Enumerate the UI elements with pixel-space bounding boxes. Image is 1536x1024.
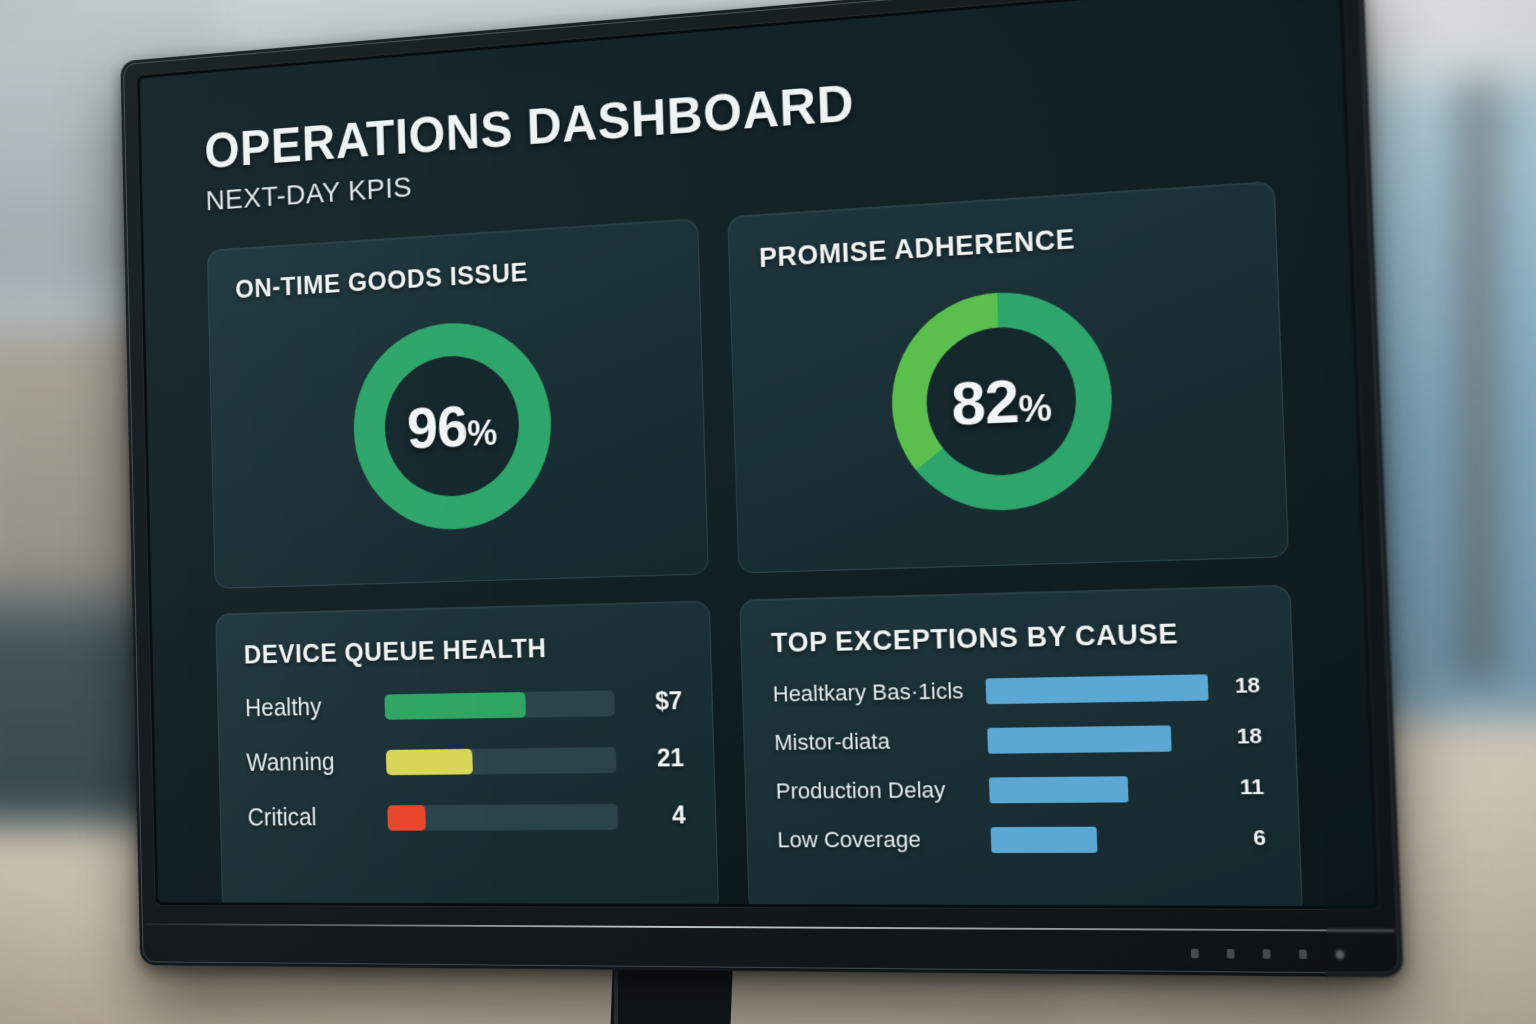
exception-row: Production Delay 11: [775, 774, 1264, 805]
osd-input-button[interactable]: [1298, 949, 1307, 960]
kpi-grid: ON-TIME GOODS ISSUE 96%: [206, 180, 1304, 906]
card-promise-adherence[interactable]: PROMISE ADHERENCE 82%: [727, 180, 1290, 574]
monitor-stand-highlight: [614, 938, 618, 1024]
card-top-exceptions-by-cause[interactable]: TOP EXCEPTIONS BY CAUSE Healtkary Bas·1i…: [739, 584, 1304, 906]
exception-bar: [990, 826, 1098, 853]
donut-center: 96%: [383, 352, 521, 499]
queue-health-value: 21: [656, 744, 685, 773]
monitor-osd-buttons[interactable]: [1190, 948, 1345, 960]
card-title: DEVICE QUEUE HEALTH: [243, 633, 547, 670]
osd-down-button[interactable]: [1262, 949, 1271, 959]
exception-label: Production Delay: [775, 776, 946, 804]
exception-label: Low Coverage: [776, 826, 922, 853]
donut-chart-promise: 82%: [760, 260, 1254, 536]
device-queue-rows: Healthy $7 Wanning 21 Critical 4: [245, 687, 686, 832]
exception-row: Low Coverage 6: [777, 825, 1267, 854]
exception-bar: [987, 724, 1172, 754]
exception-rows: Healtkary Bas·1icls 18 Mistor-diata 18 Produ…: [772, 672, 1266, 853]
exception-bar-area: [988, 775, 1213, 803]
power-button[interactable]: [1335, 949, 1345, 960]
queue-health-label: Wanning: [246, 748, 335, 777]
donut-value: 96%: [406, 390, 497, 461]
queue-health-value: $7: [654, 687, 683, 716]
percent-symbol: %: [466, 411, 497, 454]
computer-monitor: OPERATIONS DASHBOARD NEXT-DAY KPIS ON-TI…: [120, 0, 1404, 978]
exception-bar: [985, 673, 1209, 704]
operations-dashboard: OPERATIONS DASHBOARD NEXT-DAY KPIS ON-TI…: [140, 0, 1376, 906]
exception-row: Mistor-diata 18: [774, 723, 1263, 756]
card-device-queue-health[interactable]: DEVICE QUEUE HEALTH Healthy $7 Wanning 21 Cr…: [215, 600, 720, 906]
exception-value: 18: [1234, 673, 1261, 699]
card-on-time-goods-issue[interactable]: ON-TIME GOODS ISSUE 96%: [206, 218, 709, 589]
exception-bar-area: [985, 673, 1209, 704]
queue-health-label: Healthy: [244, 693, 322, 722]
exception-label: Healtkary Bas·1icls: [772, 677, 964, 707]
osd-menu-button[interactable]: [1190, 948, 1199, 959]
queue-health-track: [385, 746, 617, 775]
queue-health-track: [384, 689, 615, 720]
donut-ring: 82%: [888, 286, 1116, 514]
exception-bar: [988, 775, 1129, 803]
card-title: PROMISE ADHERENCE: [758, 223, 1076, 274]
donut-ring: 96%: [351, 317, 554, 533]
exception-bar-area: [987, 724, 1210, 754]
donut-value-number: 82: [950, 366, 1020, 438]
donut-chart-on-time: 96%: [236, 293, 678, 554]
exception-row: Healtkary Bas·1icls 18: [772, 672, 1260, 707]
queue-health-fill: [385, 748, 473, 775]
osd-up-button[interactable]: [1226, 949, 1235, 959]
exception-bar-area: [990, 826, 1215, 853]
queue-health-track: [387, 803, 619, 831]
queue-health-label: Critical: [247, 803, 317, 832]
exception-label: Mistor-diata: [773, 728, 891, 756]
queue-health-row: Critical 4: [247, 801, 686, 832]
exception-value: 6: [1252, 825, 1267, 851]
donut-value: 82%: [950, 364, 1052, 439]
donut-value-number: 96: [406, 392, 469, 461]
queue-health-fill: [387, 804, 427, 831]
queue-health-value: 4: [671, 801, 687, 830]
percent-symbol: %: [1017, 386, 1052, 430]
monitor-bezel: OPERATIONS DASHBOARD NEXT-DAY KPIS ON-TI…: [136, 0, 1381, 911]
exception-value: 11: [1239, 774, 1265, 800]
queue-health-row: Wanning 21: [246, 744, 684, 777]
queue-health-row: Healthy $7: [245, 687, 683, 723]
donut-center: 82%: [924, 323, 1079, 478]
monitor-screen: OPERATIONS DASHBOARD NEXT-DAY KPIS ON-TI…: [139, 0, 1376, 906]
exception-value: 18: [1236, 724, 1263, 749]
card-title: TOP EXCEPTIONS BY CAUSE: [770, 618, 1179, 659]
queue-health-fill: [384, 691, 527, 720]
